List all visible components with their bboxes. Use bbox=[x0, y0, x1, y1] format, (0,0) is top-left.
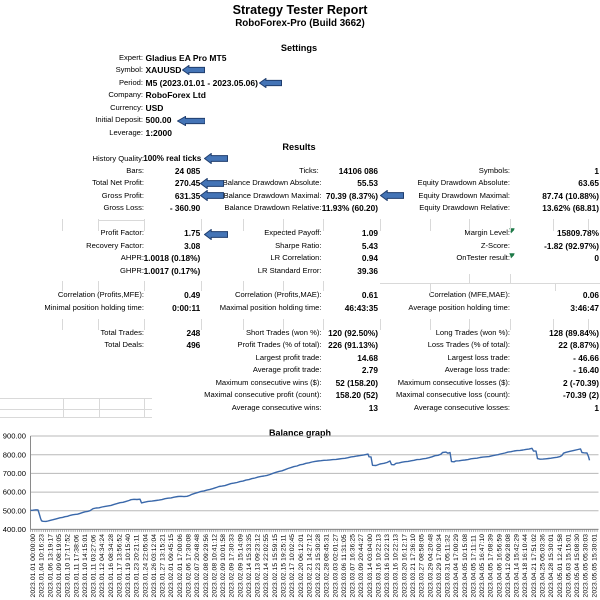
svg-text:400.00: 400.00 bbox=[3, 525, 26, 534]
svg-text:2023.02.06 17:30:08: 2023.02.06 17:30:08 bbox=[186, 534, 193, 598]
svg-text:2023.02.08 09:29:56: 2023.02.08 09:29:56 bbox=[203, 534, 210, 598]
svg-text:500.00: 500.00 bbox=[3, 506, 26, 515]
svg-text:2023.03.16 10:22:13: 2023.03.16 10:22:13 bbox=[384, 534, 391, 598]
svg-text:2023.01.04 10:16:23: 2023.01.04 10:16:23 bbox=[39, 534, 46, 598]
svg-text:2023.03.06 11:31:05: 2023.03.06 11:31:05 bbox=[341, 534, 348, 597]
svg-text:2023.02.09 10:01:58: 2023.02.09 10:01:58 bbox=[220, 534, 227, 598]
svg-text:900.00: 900.00 bbox=[3, 432, 26, 441]
svg-text:2023.03.27 08:58:05: 2023.03.27 08:58:05 bbox=[419, 534, 426, 598]
svg-text:2023.05.05 15:30:01: 2023.05.05 15:30:01 bbox=[591, 534, 598, 598]
svg-text:Balance graph: Balance graph bbox=[269, 428, 331, 438]
svg-text:2023.04.05 16:47:10: 2023.04.05 16:47:10 bbox=[479, 534, 486, 598]
svg-text:2023.02.20 06:12:01: 2023.02.20 06:12:01 bbox=[298, 534, 305, 598]
svg-text:2023.04.14 15:42:29: 2023.04.14 15:42:29 bbox=[514, 534, 521, 598]
svg-text:2023.02.01 09:45:15: 2023.02.01 09:45:15 bbox=[168, 534, 175, 598]
svg-text:2023.03.21 17:36:10: 2023.03.21 17:36:10 bbox=[410, 534, 417, 598]
svg-text:2023.02.09 15:14:09: 2023.02.09 15:14:09 bbox=[237, 534, 244, 598]
svg-text:2023.03.31 05:11:32: 2023.03.31 05:11:32 bbox=[445, 534, 452, 597]
svg-text:2023.02.01 17:00:06: 2023.02.01 17:00:06 bbox=[177, 534, 184, 598]
svg-text:2023.02.14 22:02:55: 2023.02.14 22:02:55 bbox=[263, 534, 270, 598]
svg-text:2023.02.09 17:30:33: 2023.02.09 17:30:33 bbox=[229, 534, 236, 598]
svg-text:2023.01.09 08:19:05: 2023.01.09 08:19:05 bbox=[56, 534, 63, 598]
svg-text:2023.02.13 09:23:12: 2023.02.13 09:23:12 bbox=[255, 534, 262, 598]
svg-text:2023.02.17 10:02:45: 2023.02.17 10:02:45 bbox=[289, 534, 296, 598]
svg-text:2023.03.20 16:12:17: 2023.03.20 16:12:17 bbox=[401, 534, 408, 598]
svg-text:2023.03.14 03:04:00: 2023.03.14 03:04:00 bbox=[367, 534, 374, 598]
svg-text:2023.02.14 15:33:35: 2023.02.14 15:33:35 bbox=[246, 534, 253, 598]
svg-text:2023.01.10 14:15:01: 2023.01.10 14:15:01 bbox=[82, 534, 89, 598]
svg-text:2023.01.10 17:17:52: 2023.01.10 17:17:52 bbox=[65, 534, 72, 598]
svg-text:2023.04.05 17:11:11: 2023.04.05 17:11:11 bbox=[470, 535, 477, 598]
svg-text:2023.04.05 10:15:08: 2023.04.05 10:15:08 bbox=[462, 534, 469, 598]
svg-text:2023.05.03 15:15:01: 2023.05.03 15:15:01 bbox=[565, 534, 572, 598]
svg-text:2023.02.08 10:41:12: 2023.02.08 10:41:12 bbox=[211, 534, 218, 598]
svg-text:2023.01.26 03:12:04: 2023.01.26 03:12:04 bbox=[151, 534, 158, 598]
svg-text:2023.02.15 19:25:11: 2023.02.15 19:25:11 bbox=[281, 534, 288, 597]
svg-text:2023.04.18 16:10:44: 2023.04.18 16:10:44 bbox=[522, 534, 529, 598]
svg-text:2023.01.23 20:21:11: 2023.01.23 20:21:11 bbox=[134, 534, 141, 597]
svg-text:2023.04.12 09:28:08: 2023.04.12 09:28:08 bbox=[505, 534, 512, 598]
svg-text:2023.01.19 10:15:40: 2023.01.19 10:15:40 bbox=[125, 534, 132, 598]
svg-text:2023.04.05 17:08:39: 2023.04.05 17:08:39 bbox=[488, 534, 495, 598]
svg-text:2023.04.21 17:51:02: 2023.04.21 17:51:02 bbox=[531, 534, 538, 598]
svg-text:2023.01.24 22:05:04: 2023.01.24 22:05:04 bbox=[142, 534, 149, 598]
svg-text:2023.01.01 00:00:00: 2023.01.01 00:00:00 bbox=[30, 534, 37, 598]
svg-text:2023.04.04 17:00:29: 2023.04.04 17:00:29 bbox=[453, 534, 460, 598]
svg-text:2023.01.12 04:34:24: 2023.01.12 04:34:24 bbox=[99, 534, 106, 598]
svg-text:2023.04.06 16:56:59: 2023.04.06 16:56:59 bbox=[496, 534, 503, 598]
svg-text:2023.02.07 20:48:48: 2023.02.07 20:48:48 bbox=[194, 534, 201, 598]
svg-text:2023.04.28 15:30:01: 2023.04.28 15:30:01 bbox=[548, 534, 555, 598]
svg-text:2023.05.05 05:30:03: 2023.05.05 05:30:03 bbox=[583, 534, 590, 598]
svg-text:2023.01.27 13:15:21: 2023.01.27 13:15:21 bbox=[160, 534, 167, 598]
svg-text:2023.03.03 02:01:27: 2023.03.03 02:01:27 bbox=[332, 534, 339, 598]
svg-text:2023.02.23 15:30:28: 2023.02.23 15:30:28 bbox=[315, 534, 322, 598]
svg-text:2023.01.06 13:19:17: 2023.01.06 13:19:17 bbox=[47, 534, 54, 598]
svg-text:2023.03.09 20:44:27: 2023.03.09 20:44:27 bbox=[358, 534, 365, 598]
svg-text:2023.01.16 08:34:28: 2023.01.16 08:34:28 bbox=[108, 534, 115, 598]
svg-text:700.00: 700.00 bbox=[3, 469, 26, 478]
svg-text:2023.03.29 17:00:34: 2023.03.29 17:00:34 bbox=[436, 534, 443, 598]
svg-text:2023.03.29 04:20:48: 2023.03.29 04:20:48 bbox=[427, 534, 434, 598]
svg-text:2023.01.11 03:27:06: 2023.01.11 03:27:06 bbox=[91, 534, 98, 597]
svg-text:2023.01.11 17:38:06: 2023.01.11 17:38:06 bbox=[73, 534, 80, 597]
svg-text:600.00: 600.00 bbox=[3, 488, 26, 497]
svg-text:2023.04.25 05:03:36: 2023.04.25 05:03:36 bbox=[540, 534, 547, 598]
svg-text:2023.02.21 14:27:12: 2023.02.21 14:27:12 bbox=[306, 534, 313, 598]
svg-text:2023.01.17 13:56:52: 2023.01.17 13:56:52 bbox=[116, 534, 123, 598]
svg-text:2023.03.07 16:36:25: 2023.03.07 16:36:25 bbox=[350, 534, 357, 598]
svg-text:2023.02.28 08:45:31: 2023.02.28 08:45:31 bbox=[324, 534, 331, 598]
svg-text:2023.02.15 15:59:15: 2023.02.15 15:59:15 bbox=[272, 534, 279, 598]
svg-text:2023.05.01 12:41:58: 2023.05.01 12:41:58 bbox=[557, 534, 564, 598]
svg-text:2023.05.04 15:08:30: 2023.05.04 15:08:30 bbox=[574, 534, 581, 598]
svg-text:800.00: 800.00 bbox=[3, 450, 26, 459]
svg-text:2023.03.16 10:22:13: 2023.03.16 10:22:13 bbox=[393, 534, 400, 598]
svg-text:2023.03.16 10:22:13: 2023.03.16 10:22:13 bbox=[376, 534, 383, 598]
